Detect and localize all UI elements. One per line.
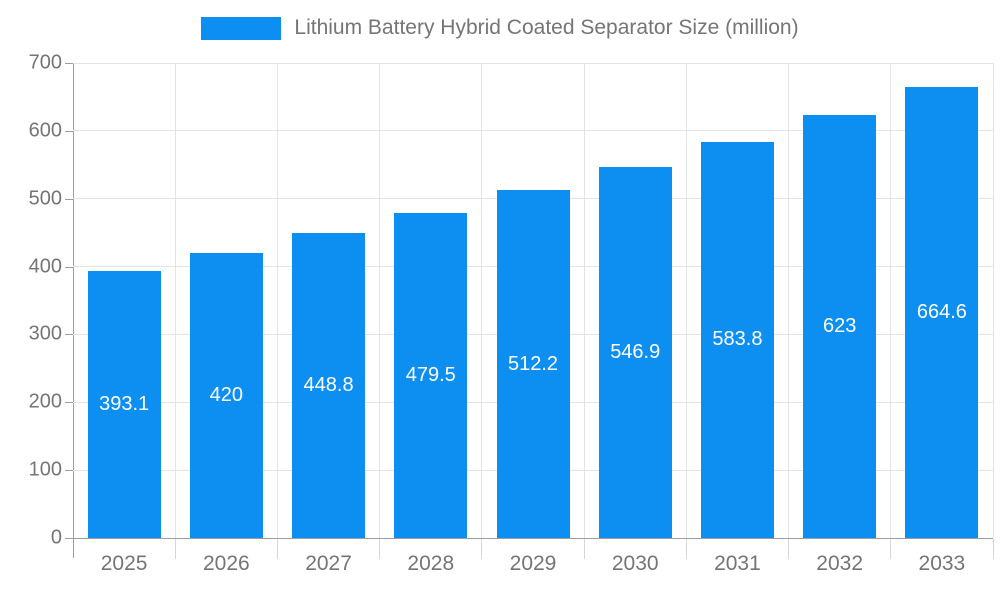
x-axis-label: 2025: [100, 552, 148, 575]
bar-value-label: 546.9: [610, 340, 661, 363]
gridline-vertical: [481, 63, 483, 538]
x-axis-label: 2033: [918, 552, 966, 575]
y-axis-label: 0: [50, 526, 62, 549]
x-axis-tick: [276, 539, 278, 559]
plot-area: 393.1 420 448.8 479.5 512.2 546.9 583.8 623 664.…: [73, 62, 994, 538]
bar-value-label: 512.2: [507, 352, 559, 375]
y-axis-label: 300: [28, 322, 62, 345]
x-axis-label: 2029: [509, 552, 557, 575]
gridline-vertical: [379, 63, 381, 538]
bar-2027[interactable]: 448.8: [292, 233, 366, 538]
x-axis-line: [65, 538, 993, 539]
x-axis-tick: [890, 539, 892, 559]
y-axis-tick: [65, 198, 73, 200]
x-axis-label: 2032: [816, 552, 864, 575]
x-axis-label: 2030: [611, 552, 659, 575]
x-axis-label: 2026: [202, 552, 250, 575]
y-axis-tick: [65, 470, 73, 472]
bar-2029[interactable]: 512.2: [496, 190, 570, 538]
gridline-vertical: [276, 63, 278, 538]
bar-value-label: 479.5: [405, 363, 456, 386]
x-axis-tick: [992, 539, 994, 559]
gridline-vertical: [583, 63, 585, 538]
bar-value-label: 420: [209, 384, 244, 406]
y-axis-label: 200: [28, 390, 62, 413]
bar-value-label: 664.6: [916, 301, 967, 324]
y-axis-label: 400: [28, 255, 62, 278]
x-axis-label: 2031: [714, 552, 761, 575]
bar-value-label: 583.8: [712, 328, 763, 351]
y-axis-tick: [65, 63, 73, 64]
gridline-vertical: [788, 63, 790, 538]
gridline-vertical: [174, 63, 176, 538]
x-axis-tick: [685, 539, 687, 559]
y-axis-label: 100: [28, 458, 62, 481]
bar-2031[interactable]: 583.8: [700, 141, 774, 538]
bar-2033[interactable]: 664.6: [905, 87, 979, 538]
gridline-vertical: [992, 63, 994, 538]
x-axis-tick: [379, 539, 381, 559]
bar-2025[interactable]: 393.1: [87, 271, 161, 538]
gridline-vertical: [890, 63, 892, 538]
y-axis-tick: [65, 130, 73, 132]
x-axis-tick: [481, 539, 483, 559]
bar-2026[interactable]: 420: [189, 253, 263, 538]
gridline-vertical: [685, 63, 687, 538]
bar-value-label: 393.1: [99, 393, 150, 416]
gridline-horizontal: [73, 62, 993, 64]
bar-value-label: 448.8: [303, 374, 354, 397]
x-axis-tick: [788, 539, 790, 559]
legend: Lithium Battery Hybrid Coated Separator …: [0, 16, 1000, 40]
x-axis-tick: [174, 539, 176, 559]
y-axis-label: 600: [28, 119, 62, 142]
legend-label: Lithium Battery Hybrid Coated Separator …: [294, 16, 799, 39]
gridline-horizontal: [73, 130, 993, 132]
legend-swatch: [201, 16, 282, 40]
x-axis-label: 2027: [305, 552, 352, 575]
y-axis-label: 500: [28, 187, 62, 210]
x-axis-label: 2028: [407, 552, 455, 575]
y-axis-tick: [65, 334, 73, 336]
y-axis-tick: [65, 266, 73, 268]
y-axis-label: 700: [28, 51, 62, 74]
bar-value-label: 623: [822, 315, 857, 338]
bar-2030[interactable]: 546.9: [598, 166, 672, 538]
x-axis-tick: [583, 539, 585, 559]
y-axis-tick: [65, 538, 73, 539]
bar-2028[interactable]: 479.5: [394, 212, 468, 538]
bar-2032[interactable]: 623: [803, 115, 877, 538]
y-axis-tick: [65, 402, 73, 404]
legend-item[interactable]: Lithium Battery Hybrid Coated Separator …: [201, 16, 799, 40]
y-axis-line: [73, 63, 74, 558]
